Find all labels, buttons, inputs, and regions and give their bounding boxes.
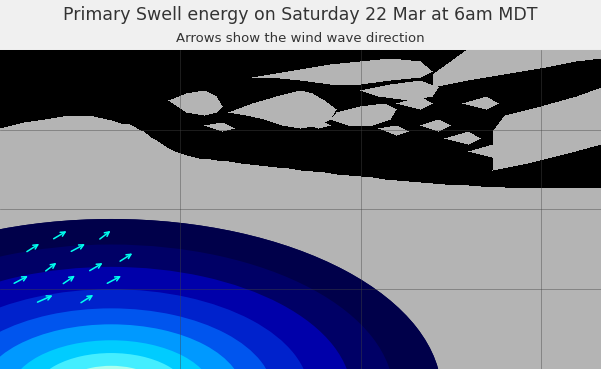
- Wedge shape: [0, 324, 243, 369]
- Wedge shape: [0, 219, 442, 369]
- Wedge shape: [57, 366, 165, 369]
- Wedge shape: [9, 340, 213, 369]
- Wedge shape: [0, 289, 310, 369]
- Wedge shape: [0, 289, 310, 369]
- Wedge shape: [0, 308, 273, 369]
- Wedge shape: [33, 353, 189, 369]
- Wedge shape: [0, 324, 243, 369]
- Wedge shape: [0, 245, 394, 369]
- Wedge shape: [0, 245, 394, 369]
- Wedge shape: [9, 340, 213, 369]
- Wedge shape: [0, 308, 273, 369]
- Wedge shape: [0, 267, 352, 369]
- Wedge shape: [0, 267, 352, 369]
- Wedge shape: [0, 219, 442, 369]
- Wedge shape: [33, 353, 189, 369]
- Text: Primary Swell energy on Saturday 22 Mar at 6am MDT: Primary Swell energy on Saturday 22 Mar …: [63, 6, 538, 24]
- Wedge shape: [57, 366, 165, 369]
- Text: Arrows show the wind wave direction: Arrows show the wind wave direction: [176, 32, 425, 45]
